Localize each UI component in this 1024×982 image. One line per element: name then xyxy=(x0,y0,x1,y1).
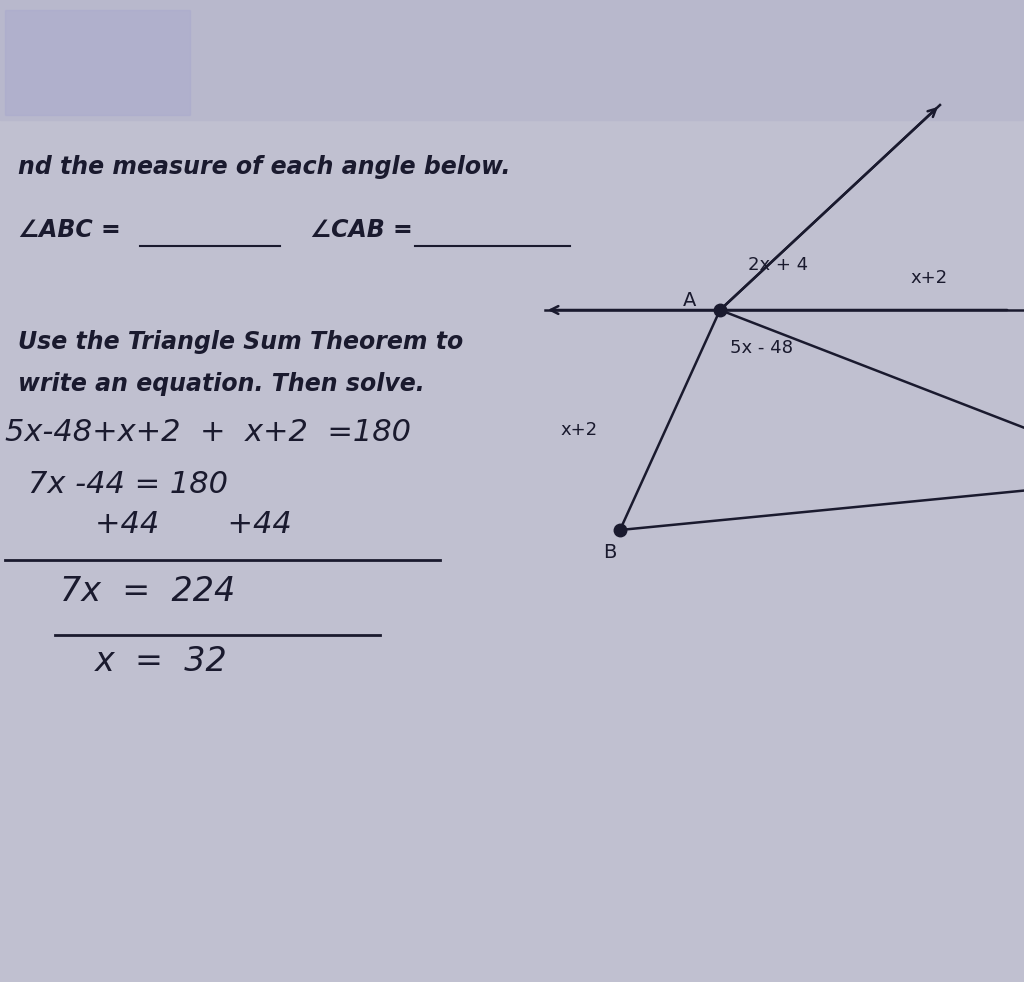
Text: B: B xyxy=(603,542,616,562)
Text: ∠ABC =: ∠ABC = xyxy=(18,218,129,242)
Text: 5x-48+x+2  +  x+2  =180: 5x-48+x+2 + x+2 =180 xyxy=(5,418,411,447)
Text: ∠CAB =: ∠CAB = xyxy=(310,218,421,242)
Text: nd the measure of each angle below.: nd the measure of each angle below. xyxy=(18,155,511,179)
Bar xyxy=(0,0,1024,120)
Bar xyxy=(5,10,190,115)
Text: A: A xyxy=(683,291,696,309)
Text: 5x - 48: 5x - 48 xyxy=(730,339,793,357)
Text: Use the Triangle Sum Theorem to: Use the Triangle Sum Theorem to xyxy=(18,330,463,354)
Text: 7x  =  224: 7x = 224 xyxy=(60,575,236,608)
Text: x+2: x+2 xyxy=(560,421,597,439)
Text: write an equation. Then solve.: write an equation. Then solve. xyxy=(18,372,425,396)
Text: x  =  32: x = 32 xyxy=(95,645,227,678)
Text: 7x -44 = 180: 7x -44 = 180 xyxy=(28,470,228,499)
Text: +44       +44: +44 +44 xyxy=(95,510,292,539)
Text: 2x + 4: 2x + 4 xyxy=(748,256,808,274)
Text: x+2: x+2 xyxy=(910,269,947,287)
